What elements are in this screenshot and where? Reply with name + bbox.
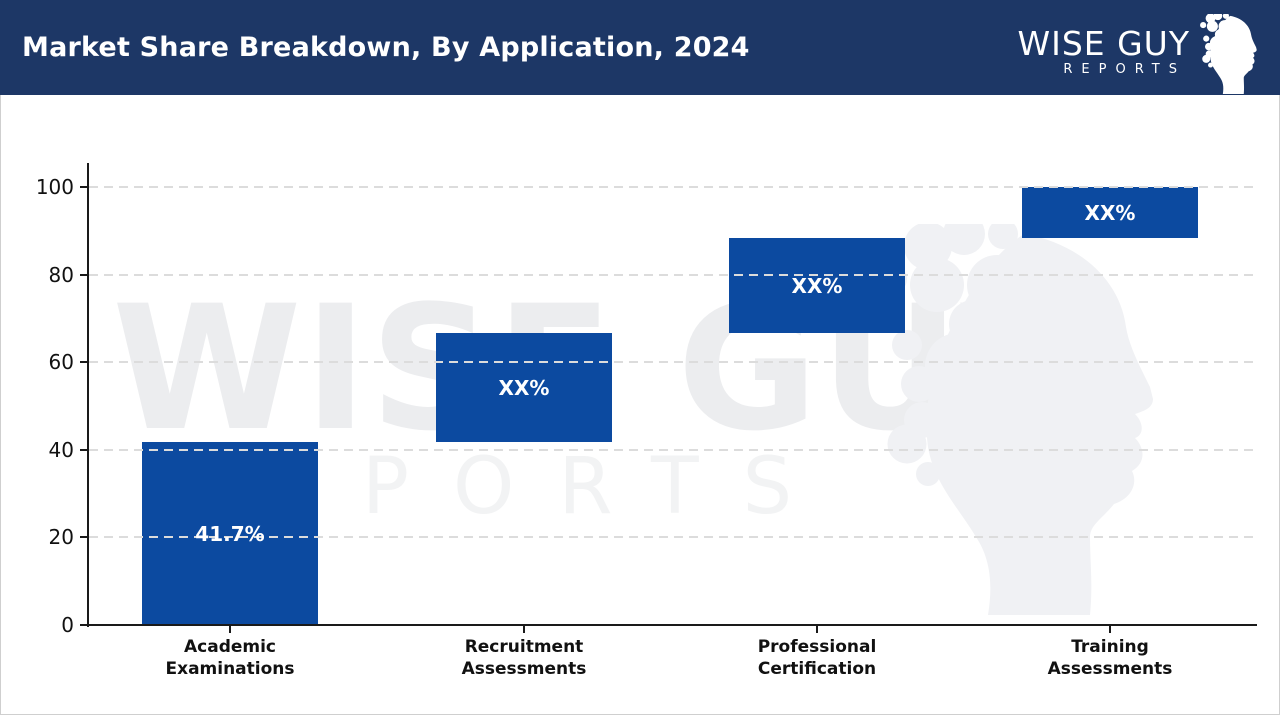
bar-value-label-training-assessments: XX% [1084, 200, 1136, 225]
logo-brand-text: WISE GUY [1017, 24, 1190, 63]
y-tick-label-0: 0 [61, 613, 74, 637]
chart-title: Market Share Breakdown, By Application, … [22, 32, 750, 63]
x-axis-line [87, 624, 1257, 626]
y-tick-label-20: 20 [48, 525, 74, 550]
bar-academic-examinations [142, 442, 318, 625]
bar-value-label-professional-certification: XX% [791, 273, 843, 298]
x-category-label-recruitment-assessments: Recruitment Assessments [461, 637, 587, 679]
y-tick-mark-40 [80, 448, 88, 451]
x-tick-mark-recruitment-assessments [523, 626, 525, 633]
watermark-face-profile-icon [877, 224, 1153, 615]
watermark-reports-text: PORTS [362, 442, 837, 532]
y-tick-mark-20 [80, 536, 88, 539]
y-tick-mark-0 [80, 624, 88, 626]
y-tick-label-100: 100 [35, 175, 74, 199]
y-tick-mark-100 [80, 186, 88, 188]
y-tick-label-40: 40 [48, 437, 74, 462]
bar-professional-certification [729, 238, 905, 333]
logo-reports-text: REPORTS [1063, 62, 1186, 77]
x-tick-mark-training-assessments [1109, 626, 1111, 633]
y-tick-mark-80 [80, 273, 88, 276]
y-axis-line [87, 163, 89, 627]
gridline-40 [89, 448, 1257, 451]
bar-value-label-academic-examinations: 41.7% [195, 521, 265, 546]
y-tick-label-60: 60 [48, 350, 74, 375]
y-tick-mark-60 [80, 361, 88, 364]
wiseguy-logo: WISE GUY REPORTS [1012, 6, 1262, 94]
header-bar: Market Share Breakdown, By Application, … [0, 0, 1280, 95]
x-category-label-academic-examinations: Academic Examinations [165, 637, 295, 679]
gridline-20 [89, 536, 1257, 539]
x-tick-mark-professional-certification [816, 626, 818, 633]
frame-line-bottom [0, 714, 1280, 715]
bar-training-assessments [1022, 187, 1198, 239]
bar-recruitment-assessments [436, 332, 612, 443]
bar-value-label-recruitment-assessments: XX% [498, 375, 550, 400]
logo-face-profile-icon [1200, 14, 1257, 94]
gridline-60 [89, 361, 1257, 364]
gridline-100 [89, 186, 1257, 188]
x-category-label-training-assessments: Training Assessments [1047, 637, 1173, 679]
x-category-label-professional-certification: Professional Certification [757, 637, 877, 679]
y-tick-label-80: 80 [48, 262, 74, 287]
x-tick-mark-academic-examinations [229, 626, 231, 633]
gridline-80 [89, 273, 1257, 276]
frame-line-left [0, 95, 1, 715]
